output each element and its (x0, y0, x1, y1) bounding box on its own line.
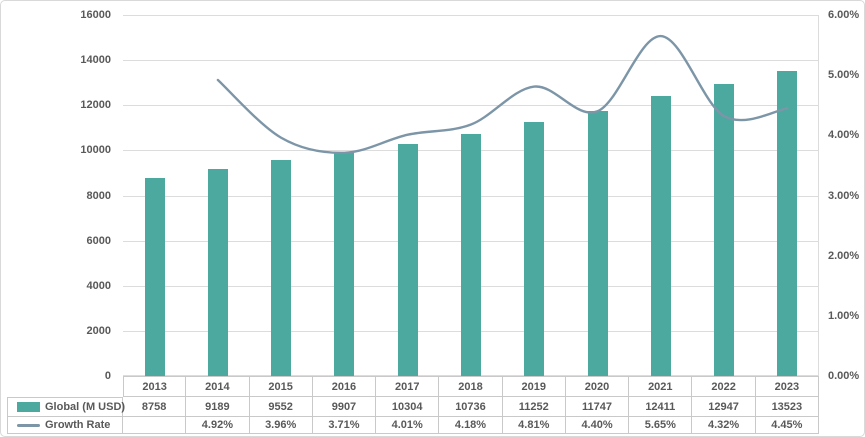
global-value-cell-2013: 8758 (123, 397, 187, 417)
legend-growth-rate-label: Growth Rate (45, 419, 111, 431)
year-cell-2022: 2022 (692, 376, 756, 397)
global-value-cell-2014: 9189 (186, 397, 250, 417)
left-axis-tick: 10000 (80, 144, 111, 157)
legend-global: Global (M USD) (7, 397, 126, 417)
year-cell-2018: 2018 (439, 376, 503, 397)
year-cell-2013: 2013 (123, 376, 187, 397)
right-axis-tick: 1.00% (828, 309, 860, 322)
left-axis-tick: 12000 (80, 99, 111, 112)
global-value-cell-2023: 13523 (755, 397, 819, 417)
right-axis-tick: 0.00% (828, 370, 860, 382)
left-axis-tick: 0 (104, 370, 111, 382)
growth-value-cell-2016: 3.71% (312, 417, 377, 434)
year-cell-2014: 2014 (186, 376, 250, 397)
bar-2015 (271, 160, 292, 376)
gridline (123, 60, 819, 62)
right-axis-tick: 2.00% (828, 249, 860, 262)
plot-area (123, 15, 819, 376)
bar-2013 (144, 178, 165, 376)
bar-2023 (777, 70, 798, 376)
year-cell-2021: 2021 (629, 376, 693, 397)
left-axis-tick: 4000 (86, 279, 111, 292)
global-value-cell-2017: 10304 (376, 397, 440, 417)
left-axis-tick: 16000 (80, 9, 111, 21)
right-axis-tick: 4.00% (828, 129, 860, 142)
bar-2021 (650, 95, 671, 376)
growth-value-cell-2022: 4.32% (692, 417, 756, 434)
year-cell-2020: 2020 (565, 376, 630, 397)
growth-rate-line (216, 34, 789, 154)
right-axis-tick: 3.00% (828, 189, 860, 202)
bar-series-swatch-icon (17, 402, 40, 412)
global-value-cell-2015: 9552 (249, 397, 313, 417)
legend-growth-rate: Growth Rate (7, 417, 123, 434)
growth-value-cell-2015: 3.96% (249, 417, 313, 434)
left-axis-tick: 2000 (86, 324, 111, 337)
bar-2019 (524, 122, 545, 376)
year-cell-2023: 2023 (755, 376, 819, 397)
right-axis-tick: 6.00% (828, 9, 860, 21)
global-value-cell-2021: 12411 (629, 397, 693, 417)
growth-value-cell-2020: 4.40% (565, 417, 630, 434)
left-axis-tick: 6000 (86, 234, 111, 247)
global-value-cell-2018: 10736 (439, 397, 503, 417)
global-value-cell-2019: 11252 (502, 397, 566, 417)
gridline (123, 105, 819, 107)
gridline (123, 15, 819, 16)
growth-value-cell-2013 (123, 417, 187, 434)
growth-value-cell-2019: 4.81% (502, 417, 566, 434)
table-corner-cell (7, 376, 123, 397)
global-value-cell-2020: 11747 (565, 397, 630, 417)
left-axis: 16000 14000 12000 10000 8000 6000 4000 2000 0 (1, 1, 111, 436)
bar-2022 (714, 83, 735, 376)
bar-2014 (207, 168, 228, 376)
data-table: 2013 2014 2015 2016 2017 2018 2019 2020 2021 2022… (7, 376, 819, 434)
global-value-cell-2016: 9907 (312, 397, 377, 417)
growth-value-cell-2017: 4.01% (376, 417, 440, 434)
growth-value-cell-2014: 4.92% (186, 417, 250, 434)
year-cell-2015: 2015 (249, 376, 313, 397)
global-value-cell-2022: 12947 (692, 397, 756, 417)
line-series-swatch-icon (17, 423, 40, 427)
year-cell-2017: 2017 (376, 376, 440, 397)
legend-global-label: Global (M USD) (45, 401, 126, 413)
growth-value-cell-2018: 4.18% (439, 417, 503, 434)
growth-value-cell-2023: 4.45% (755, 417, 819, 434)
year-cell-2019: 2019 (502, 376, 566, 397)
right-axis: 6.00% 5.00% 4.00% 3.00% 2.00% 1.00% 0.00% (828, 1, 864, 436)
year-cell-2016: 2016 (312, 376, 377, 397)
bar-2020 (587, 110, 608, 376)
bar-2017 (397, 143, 418, 376)
right-axis-tick: 5.00% (828, 69, 860, 82)
left-axis-tick: 14000 (80, 54, 111, 67)
bar-2018 (461, 133, 481, 376)
left-axis-tick: 8000 (86, 189, 111, 202)
growth-value-cell-2021: 5.65% (629, 417, 693, 434)
bar-2016 (334, 152, 355, 376)
